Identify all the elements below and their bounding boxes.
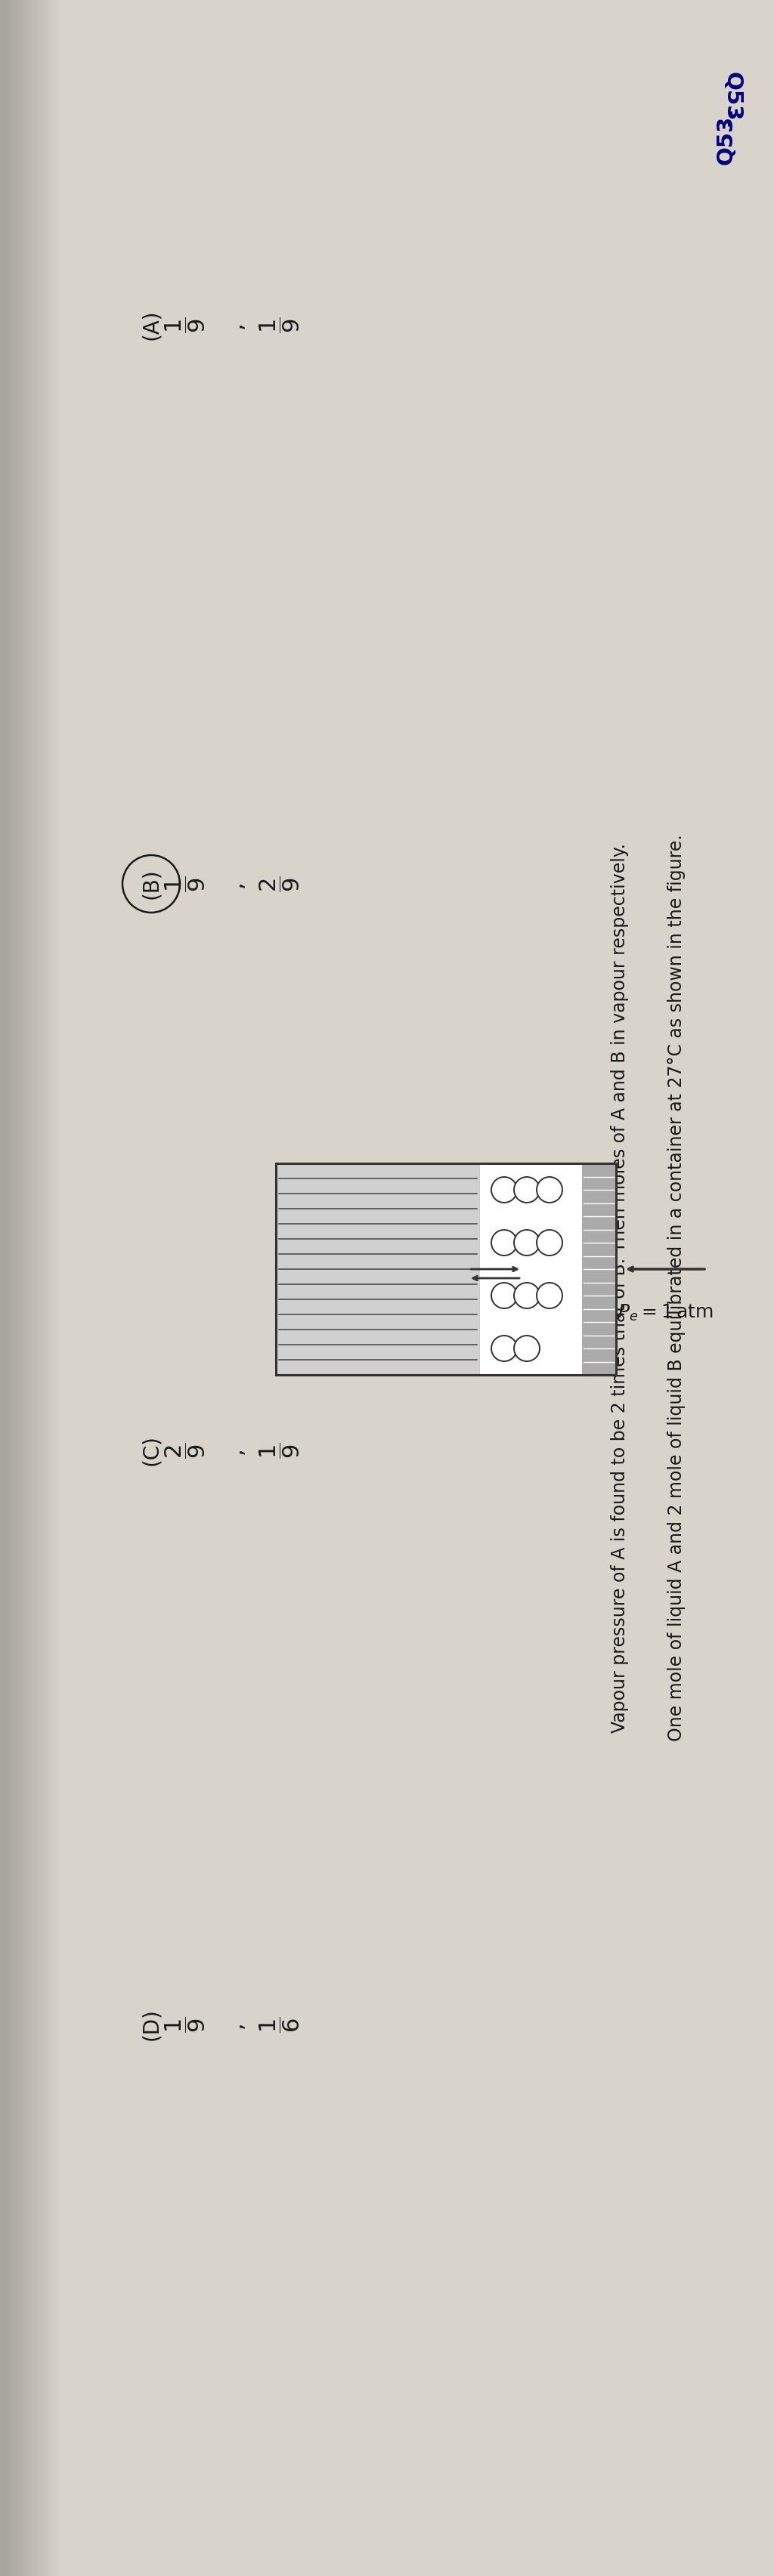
Text: ,: , (224, 322, 245, 330)
Text: (C): (C) (141, 1435, 162, 1466)
Bar (276, 1164, 480, 1376)
Circle shape (514, 1283, 539, 1309)
Circle shape (491, 1229, 517, 1255)
Text: $\dfrac{1}{9}$: $\dfrac{1}{9}$ (258, 317, 301, 332)
Text: ,: , (224, 2020, 245, 2027)
Text: Q53.: Q53. (715, 108, 736, 165)
Text: $\dfrac{1}{9}$: $\dfrac{1}{9}$ (163, 2017, 207, 2032)
Text: $\dfrac{1}{9}$: $\dfrac{1}{9}$ (258, 1443, 301, 1458)
Text: $P_{e}=1\,\mathrm{atm}$: $P_{e}=1\,\mathrm{atm}$ (618, 1303, 713, 1324)
Text: Q53.: Q53. (721, 72, 742, 129)
Circle shape (536, 1283, 563, 1309)
Text: $\dfrac{2}{9}$: $\dfrac{2}{9}$ (163, 1443, 207, 1458)
Text: $\dfrac{1}{9}$: $\dfrac{1}{9}$ (163, 317, 207, 332)
Text: ,: , (224, 1448, 245, 1453)
Circle shape (514, 1177, 539, 1203)
Circle shape (491, 1177, 517, 1203)
Text: $\dfrac{1}{9}$: $\dfrac{1}{9}$ (163, 876, 207, 891)
Text: $\dfrac{2}{9}$: $\dfrac{2}{9}$ (258, 876, 301, 891)
Circle shape (491, 1334, 517, 1360)
Text: ,: , (224, 881, 245, 889)
Text: (B): (B) (141, 868, 162, 899)
Circle shape (536, 1229, 563, 1255)
Circle shape (491, 1283, 517, 1309)
Bar (276, 1164, 616, 1376)
Circle shape (536, 1177, 563, 1203)
Text: (A): (A) (141, 309, 162, 340)
Circle shape (514, 1229, 539, 1255)
Bar (276, 1164, 616, 1376)
Text: Vapour pressure of A is found to be 2 times that of B. Then moles of A and B in : Vapour pressure of A is found to be 2 ti… (611, 842, 628, 1734)
Circle shape (514, 1334, 539, 1360)
Text: (D): (D) (141, 2009, 162, 2040)
Text: $\dfrac{1}{6}$: $\dfrac{1}{6}$ (258, 2017, 301, 2032)
Bar (582, 1164, 616, 1376)
Text: One mole of liquid A and 2 mole of liquid B equilibrated in a container at 27°C : One mole of liquid A and 2 mole of liqui… (667, 835, 686, 1741)
